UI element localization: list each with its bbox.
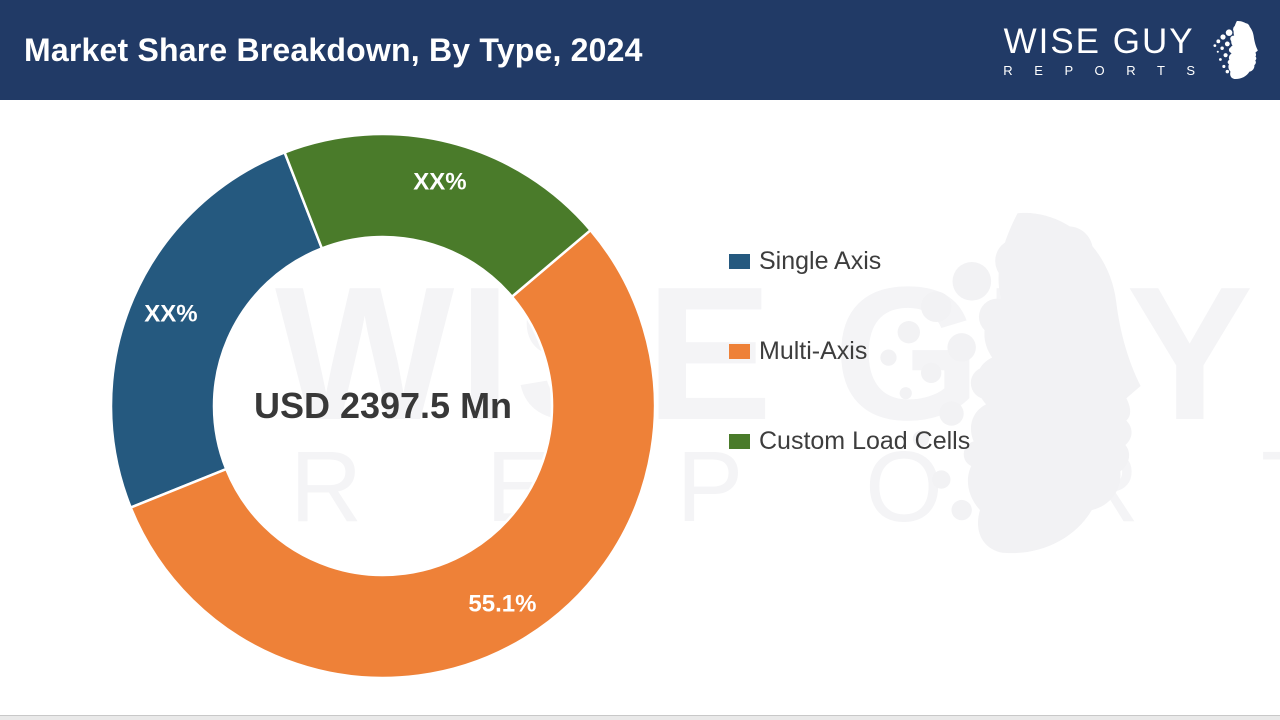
legend-item-custom-load-cells: Custom Load Cells [729,426,970,456]
bottom-bar [0,715,1280,720]
legend-label: Single Axis [759,247,882,275]
legend-item-multi-axis: Multi-Axis [729,336,970,366]
chart-center-total: USD 2397.5 Mn [253,385,513,426]
legend-swatch-custom-load-cells [729,433,750,449]
wise-guy-logo: WISE GUY R E P O R T S [994,10,1262,90]
slice-percentage-label: XX% [413,168,466,195]
legend-label: Multi-Axis [759,337,868,365]
header-bar: Market Share Breakdown, By Type, 2024 WI… [0,0,1280,100]
pie-slice [283,132,593,299]
legend-item-single-axis: Single Axis [729,246,970,276]
pie-slice [129,228,657,680]
chart-legend: Single Axis Multi-Axis Custom Load Cells [729,246,970,516]
pie-slice [109,150,324,510]
legend-swatch-multi-axis [729,343,750,359]
slice-percentage-label: XX% [144,301,197,328]
legend-label: Custom Load Cells [759,427,971,455]
page-title: Market Share Breakdown, By Type, 2024 [24,31,643,68]
legend-swatch-single-axis [729,253,750,269]
logo-subtitle: R E P O R T S [1003,62,1204,78]
slice-percentage-label: 55.1% [468,590,536,617]
logo-wordmark: WISE GUY [1003,21,1195,61]
logo-text: WISE GUY R E P O R T S [994,21,1204,78]
